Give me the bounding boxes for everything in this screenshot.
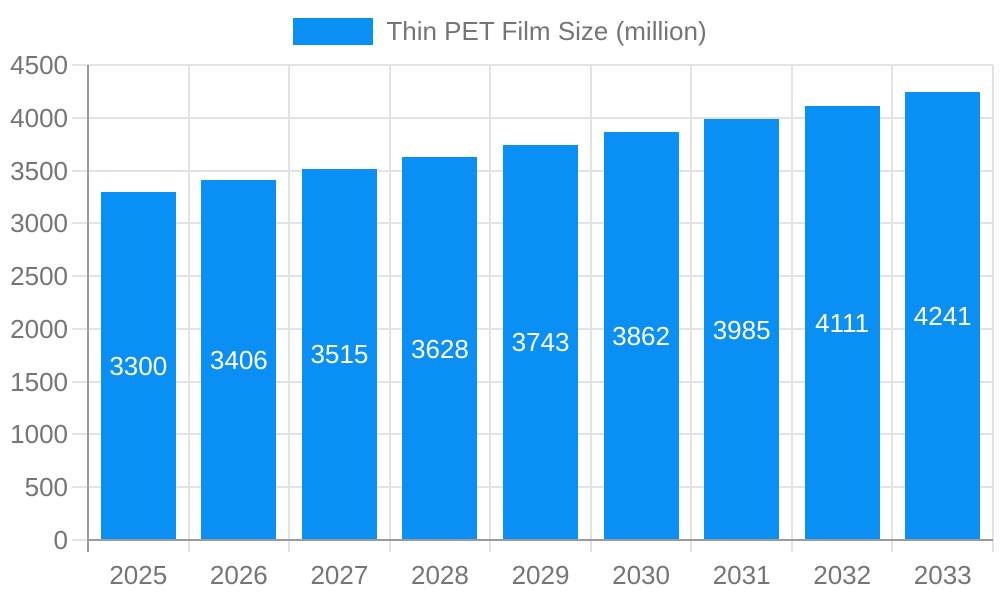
gridline-vertical [489, 65, 492, 552]
gridline-horizontal [88, 116, 993, 119]
bar-value-label: 4111 [815, 308, 870, 339]
bar-value-label: 3300 [109, 350, 168, 381]
x-axis-tick-label: 2031 [712, 560, 771, 590]
bar-value-label: 4241 [913, 301, 972, 332]
y-axis-tick [72, 222, 88, 225]
y-axis-tick [72, 539, 88, 541]
y-axis-tick-label: 2500 [10, 261, 68, 292]
gridline-horizontal [88, 64, 993, 66]
x-axis-line [87, 539, 993, 541]
y-axis-tick-label: 0 [53, 525, 68, 555]
x-axis-tick-label: 2025 [109, 560, 168, 590]
x-axis-tick-label: 2032 [813, 560, 872, 590]
gridline-vertical [891, 65, 894, 552]
y-axis-tick [72, 327, 88, 330]
y-axis-tick [72, 380, 88, 383]
bar-value-label: 3515 [310, 339, 369, 370]
y-axis-tick-label: 4500 [10, 50, 68, 80]
bar-value-label: 3985 [712, 314, 771, 345]
y-axis-line [87, 65, 89, 552]
bar-value-label: 3743 [511, 327, 570, 358]
gridline-vertical [992, 65, 994, 552]
gridline-vertical [589, 65, 592, 552]
legend-item[interactable]: Thin PET Film Size (million) [0, 18, 1000, 45]
bar-value-label: 3406 [209, 345, 268, 376]
x-axis-tick-label: 2028 [411, 560, 469, 590]
bar-2026 [201, 180, 277, 540]
bar-2025 [100, 191, 176, 540]
gridline-vertical [388, 65, 391, 552]
bar-2031 [704, 119, 780, 540]
gridline-vertical [690, 65, 693, 552]
bar-2027 [301, 168, 377, 540]
y-axis-tick-label: 3500 [10, 155, 68, 186]
gridline-vertical [187, 65, 190, 552]
y-axis-tick [72, 64, 88, 66]
bar-value-label: 3862 [612, 321, 670, 352]
bar-2033 [905, 92, 981, 540]
gridline-vertical [288, 65, 291, 552]
x-axis-tick-label: 2027 [310, 560, 369, 590]
legend-swatch [293, 18, 374, 45]
bar-2028 [402, 157, 478, 540]
bar-2032 [804, 106, 880, 540]
y-axis-tick [72, 116, 88, 119]
y-axis-tick-label: 4000 [10, 102, 68, 133]
bar-2029 [503, 144, 578, 540]
legend-label: Thin PET Film Size (million) [386, 16, 707, 46]
y-axis-tick [72, 486, 88, 489]
y-axis-tick-label: 2000 [10, 313, 68, 344]
y-axis-tick-label: 1000 [10, 419, 68, 450]
y-axis-tick [72, 275, 88, 278]
x-axis-tick-label: 2029 [511, 560, 570, 590]
gridline-vertical [790, 65, 793, 552]
x-axis-tick-label: 2033 [913, 560, 972, 590]
y-axis-tick-label: 1500 [10, 366, 68, 397]
bar-value-label: 3628 [411, 333, 469, 364]
y-axis-tick [72, 433, 88, 436]
y-axis-tick-label: 3000 [10, 208, 68, 239]
x-axis-tick-label: 2026 [209, 560, 268, 590]
y-axis-tick [72, 169, 88, 172]
x-axis-tick-label: 2030 [612, 560, 670, 590]
y-axis-tick-label: 500 [24, 472, 68, 503]
bar-2030 [603, 132, 679, 540]
